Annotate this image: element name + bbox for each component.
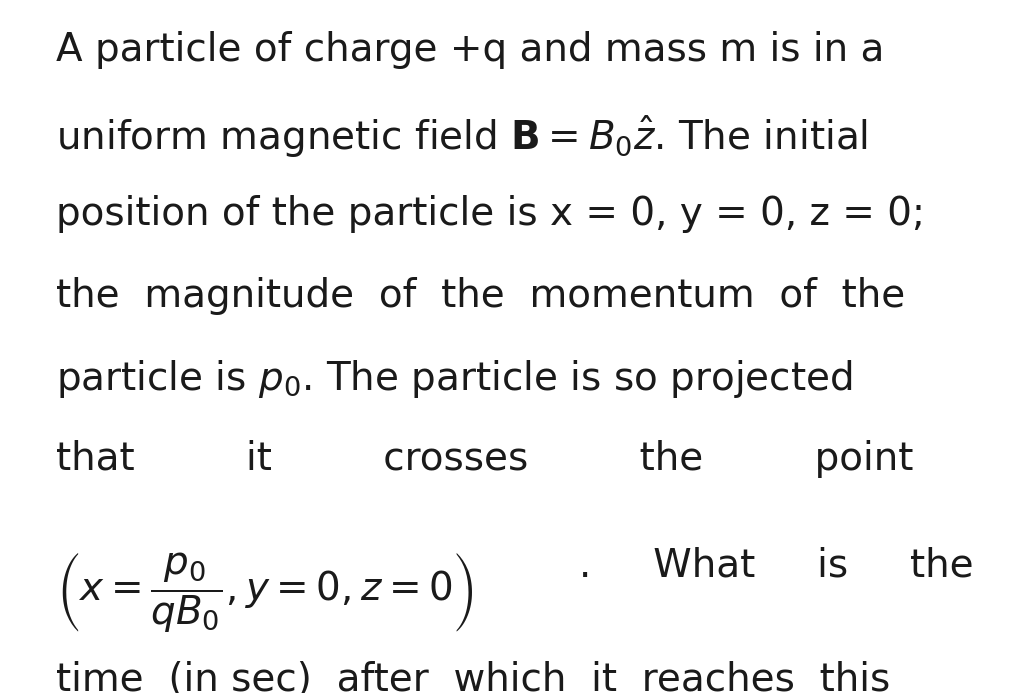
Text: A particle of charge +q and mass m is in a: A particle of charge +q and mass m is in…: [56, 31, 885, 69]
Text: time  (in sec)  after  which  it  reaches  this: time (in sec) after which it reaches thi…: [56, 661, 891, 693]
Text: $\left( x = \dfrac{p_0}{qB_0}, y = 0, z = 0 \right)$: $\left( x = \dfrac{p_0}{qB_0}, y = 0, z …: [56, 550, 474, 635]
Text: .     What     is     the: . What is the: [579, 547, 973, 585]
Text: uniform magnetic field $\mathbf{B} = B_0\hat{z}$. The initial: uniform magnetic field $\mathbf{B} = B_0…: [56, 113, 868, 160]
Text: the  magnitude  of  the  momentum  of  the: the magnitude of the momentum of the: [56, 277, 905, 315]
Text: position of the particle is x = 0, y = 0, z = 0;: position of the particle is x = 0, y = 0…: [56, 195, 926, 233]
Text: that         it         crosses         the         point: that it crosses the point: [56, 440, 913, 478]
Text: particle is $p_0$. The particle is so projected: particle is $p_0$. The particle is so pr…: [56, 358, 853, 401]
